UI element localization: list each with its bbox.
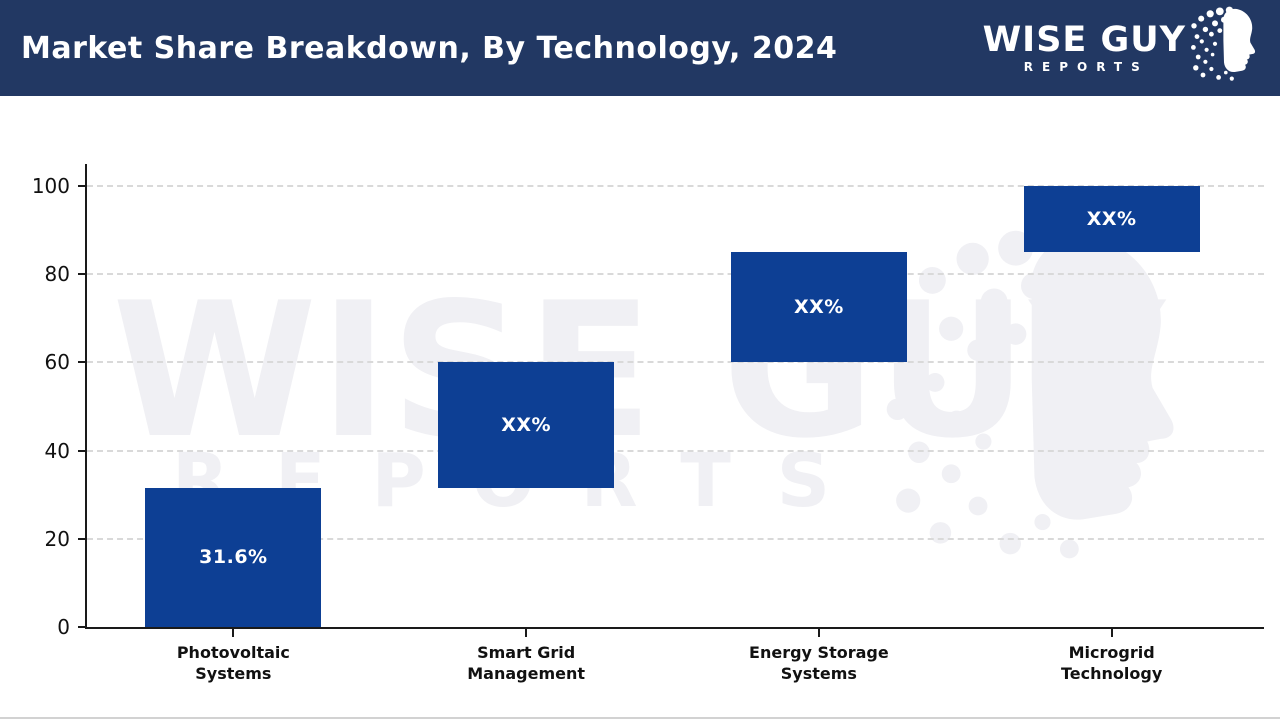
x-category-label-2: Energy Storage Systems xyxy=(699,642,939,684)
logo-wordmark: WISE GUY REPORTS xyxy=(983,22,1186,74)
bar-value-label: XX% xyxy=(1086,208,1137,231)
bar-value-label: XX% xyxy=(793,296,844,319)
x-tick-0 xyxy=(232,629,235,637)
x-tick-2 xyxy=(817,629,820,637)
chart-area: WISE GUY REPORTS 02040608010031.6%Photov… xyxy=(0,96,1280,717)
y-tick-100 xyxy=(78,185,86,188)
y-tick-60 xyxy=(78,361,86,364)
page-title: Market Share Breakdown, By Technology, 2… xyxy=(21,30,838,66)
y-tick-label-0: 0 xyxy=(57,615,70,639)
x-category-label-line: Energy Storage xyxy=(749,643,889,662)
y-tick-label-80: 80 xyxy=(44,262,70,287)
x-category-label-0: Photovoltaic Systems xyxy=(113,642,353,684)
y-tick-label-40: 40 xyxy=(44,438,70,463)
bar-smart-grid-management: XX% xyxy=(438,362,615,488)
waterfall-chart: 0 20 40 60 80 100 31.6% Photovoltaic Systems XX% S… xyxy=(0,96,1280,717)
logo-reports-text: REPORTS xyxy=(1023,59,1149,74)
y-tick-0 xyxy=(78,626,86,628)
y-tick-80 xyxy=(78,273,86,276)
y-tick-20 xyxy=(78,537,86,540)
bar-value-label: XX% xyxy=(501,414,552,437)
bar-value-label: 31.6% xyxy=(199,546,268,569)
x-category-label-3: Microgrid Technology xyxy=(992,642,1232,684)
y-tick-label-100: 100 xyxy=(31,174,70,199)
y-tick-40 xyxy=(78,449,86,452)
bottom-divider xyxy=(0,717,1280,719)
x-tick-3 xyxy=(1110,629,1113,637)
x-category-label-line: Management xyxy=(467,664,586,683)
y-tick-label-20: 20 xyxy=(44,526,70,551)
x-category-label-1: Smart Grid Management xyxy=(406,642,646,684)
x-category-label-line: Photovoltaic xyxy=(176,643,290,662)
gridline-40 xyxy=(87,449,1264,452)
logo-name-text: WISE GUY xyxy=(982,20,1186,61)
y-tick-label-60: 60 xyxy=(44,350,70,375)
brand-logo: WISE GUY REPORTS xyxy=(983,4,1270,92)
bar-energy-storage-systems: XX% xyxy=(730,252,907,363)
gridline-100 xyxy=(87,185,1264,188)
gridline-60 xyxy=(87,361,1264,364)
x-category-label-line: Smart Grid xyxy=(477,643,576,662)
x-tick-1 xyxy=(525,629,528,637)
gridline-20 xyxy=(87,537,1264,540)
x-category-label-line: Microgrid xyxy=(1068,643,1155,662)
wiseguy-face-icon xyxy=(1191,6,1256,81)
header-bar: Market Share Breakdown, By Technology, 2… xyxy=(0,0,1280,96)
axis-bottom-spine xyxy=(85,627,1264,629)
x-category-label-line: Systems xyxy=(780,664,857,683)
x-category-label-line: Systems xyxy=(195,664,272,683)
bar-photovoltaic-systems: 31.6% xyxy=(145,487,322,627)
gridline-80 xyxy=(87,273,1264,276)
bar-microgrid-technology: XX% xyxy=(1023,186,1200,253)
axis-left-spine xyxy=(85,164,87,627)
x-category-label-line: Technology xyxy=(1060,664,1163,683)
